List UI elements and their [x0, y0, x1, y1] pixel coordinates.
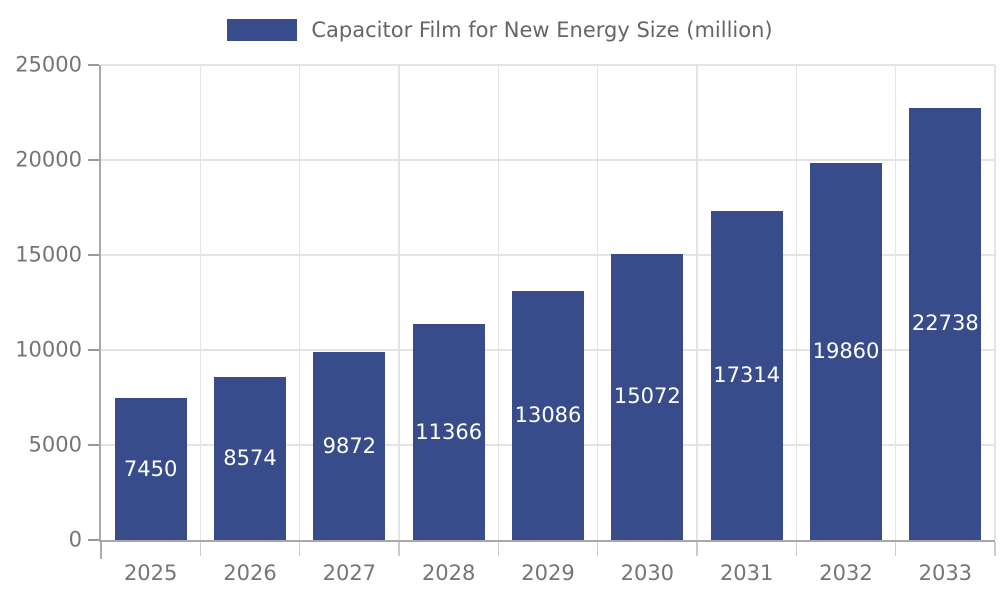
x-tick-mark: [298, 542, 301, 556]
bar-value-label: 7450: [123, 456, 178, 481]
x-tick-mark: [894, 542, 897, 556]
y-tick-label: 10000: [15, 337, 82, 362]
y-tick-label: 0: [68, 527, 82, 552]
gridline-v: [298, 65, 301, 540]
y-tick-mark: [88, 254, 99, 256]
legend-label[interactable]: Capacitor Film for New Energy Size (mill…: [311, 18, 773, 42]
x-tick-label: 2033: [918, 561, 973, 585]
bar-value-label: 11366: [415, 419, 483, 444]
gridline-h: [101, 64, 995, 66]
x-axis-line: [99, 540, 995, 542]
x-tick-mark: [696, 542, 698, 556]
gridline-v: [894, 65, 897, 540]
x-tick-label: 2031: [719, 561, 774, 585]
gridline-v: [994, 65, 996, 540]
gridline-h: [101, 254, 995, 256]
gridline-v: [596, 65, 599, 540]
y-tick-mark: [88, 349, 99, 351]
y-tick-label: 25000: [15, 52, 82, 77]
bar-value-label: 17314: [713, 363, 781, 388]
x-tick-label: 2030: [620, 561, 675, 585]
bar-2033[interactable]: 22738: [909, 107, 982, 540]
x-tick-mark: [497, 542, 500, 556]
x-tick-mark: [199, 542, 202, 556]
gridline-v: [497, 65, 500, 540]
legend-swatch[interactable]: [227, 19, 298, 41]
x-tick-mark: [100, 542, 102, 559]
x-tick-label: 2025: [123, 561, 178, 585]
legend: Capacitor Film for New Energy Size (mill…: [0, 19, 1000, 41]
bar-2030[interactable]: 15072: [611, 253, 684, 540]
bar-2026[interactable]: 8574: [214, 377, 286, 540]
y-tick-label: 5000: [28, 432, 82, 457]
x-tick-label: 2026: [223, 561, 277, 585]
x-tick-label: 2028: [421, 561, 476, 585]
x-tick-mark: [398, 542, 400, 556]
bar-2028[interactable]: 11366: [412, 324, 485, 540]
y-tick-mark: [88, 444, 99, 446]
gridline-h: [101, 159, 995, 161]
y-tick-mark: [88, 159, 99, 161]
bar-2025[interactable]: 7450: [114, 398, 187, 540]
plot-area: 0 5000 10000 15000 20000 25000 7450 2025 8574 202…: [15, 54, 996, 584]
x-tick-label: 2029: [521, 561, 575, 585]
y-tick-mark: [88, 64, 99, 66]
bar-value-label: 15072: [613, 384, 681, 409]
gridline-v: [199, 65, 202, 540]
bar-2027[interactable]: 9872: [313, 352, 386, 540]
gridline-v: [696, 65, 698, 540]
bar-value-label: 19860: [812, 338, 880, 363]
bar-value-label: 8574: [223, 446, 277, 471]
y-tick-mark: [88, 539, 99, 541]
bar-2032[interactable]: 19860: [810, 162, 882, 540]
gridline-v: [795, 65, 798, 540]
bar-value-label: 13086: [514, 403, 582, 428]
bar-value-label: 9872: [322, 433, 377, 458]
bar-2031[interactable]: 17314: [710, 211, 783, 540]
bar-value-label: 22738: [911, 311, 979, 336]
x-tick-label: 2032: [819, 561, 873, 585]
x-tick-mark: [795, 542, 798, 556]
x-tick-mark: [994, 542, 996, 556]
y-tick-label: 20000: [15, 147, 82, 172]
y-tick-label: 15000: [15, 242, 82, 267]
x-tick-label: 2027: [322, 561, 377, 585]
y-axis-line: [99, 65, 101, 540]
x-tick-mark: [596, 542, 599, 556]
gridline-v: [398, 65, 400, 540]
bar-2029[interactable]: 13086: [512, 291, 584, 540]
